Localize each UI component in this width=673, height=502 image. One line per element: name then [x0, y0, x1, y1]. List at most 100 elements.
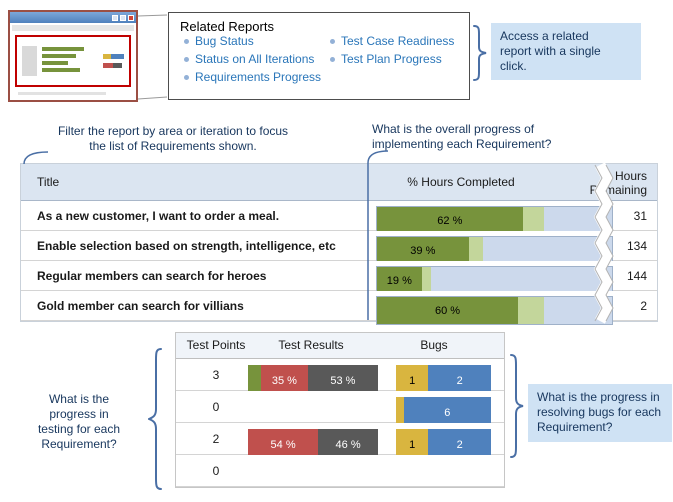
- requirements-table: Title % Hours Completed Hours Remaining …: [20, 163, 658, 325]
- bar-segment-lightgreen: [518, 297, 544, 324]
- test-points-value: 0: [212, 464, 220, 478]
- hours-completed-bar: 60 %: [376, 296, 613, 325]
- requirement-row: As a new customer, I want to order a mea…: [21, 201, 657, 235]
- hours-remaining-value: 2: [640, 299, 647, 313]
- thumbnail-highlight-rectangle: [15, 35, 131, 87]
- requirement-row: Gold member can search for villians 60 %…: [21, 291, 657, 325]
- callout-testing-progress: What is the progress in testing for each…: [8, 392, 150, 452]
- bar-segment-gray: 53 %: [307, 365, 378, 396]
- callout-line: report with a single: [500, 44, 601, 58]
- bar-segment-green: 60 %: [377, 297, 518, 324]
- bar-segment-green: 39 %: [377, 237, 469, 264]
- bar-segment-red: 54 %: [248, 429, 319, 460]
- callout-line: What is the: [48, 392, 110, 406]
- requirement-row: Enable selection based on strength, inte…: [21, 231, 657, 265]
- callout-bugs-progress: What is the progress in resolving bugs f…: [528, 384, 672, 442]
- hours-completed-bar: 39 %: [376, 236, 613, 265]
- hours-remaining-value: 144: [626, 269, 647, 283]
- callout-overall-progress: What is the overall progress of implemen…: [372, 122, 612, 152]
- link-requirements-progress[interactable]: Requirements Progress: [184, 70, 321, 84]
- callout-line: Filter the report by area or iteration t…: [57, 124, 289, 138]
- hours-remaining-value: 31: [633, 209, 647, 223]
- requirements-table-header: Title % Hours Completed Hours Remaining: [21, 164, 657, 201]
- minimize-icon: [112, 14, 118, 21]
- thumbnail-grid-block: [22, 46, 37, 76]
- related-reports-title: Related Reports: [180, 19, 274, 34]
- bar-segment-gray: 46 %: [318, 429, 378, 460]
- test-results-bar: 35 % 53 %: [248, 365, 378, 396]
- callout-line: implementing each Requirement?: [372, 137, 552, 151]
- callout-line: What is the overall progress of: [372, 122, 535, 136]
- callout-access-related-report: Access a related report with a single cl…: [491, 23, 641, 80]
- test-points-value: 3: [212, 368, 220, 382]
- column-header-test-results: Test Results: [278, 338, 344, 352]
- thumbnail-titlebar: [10, 12, 136, 23]
- bar-segment-lightgreen: [468, 237, 483, 264]
- callout-filter-report: Filter the report by area or iteration t…: [18, 124, 328, 154]
- requirement-row: Regular members can search for heroes 19…: [21, 261, 657, 295]
- thumbnail-text-line: [18, 92, 106, 95]
- brace-connector: [510, 354, 524, 458]
- bugs-bar: [396, 461, 491, 492]
- bar-segment-rest: [431, 267, 612, 294]
- requirement-title: Enable selection based on strength, inte…: [37, 239, 336, 253]
- bullet-icon: [184, 38, 189, 44]
- column-header-hours-completed: % Hours Completed: [407, 175, 515, 189]
- test-row: 0: [176, 455, 504, 487]
- close-icon: [128, 14, 134, 21]
- bar-segment-lightgreen: [421, 267, 432, 294]
- requirement-title: Regular members can search for heroes: [37, 269, 267, 283]
- test-table-header: Test Points Test Results Bugs: [176, 333, 504, 359]
- bullet-icon: [184, 56, 189, 62]
- test-results-table: Test Points Test Results Bugs 3 35 % 53 %…: [175, 332, 505, 488]
- bullet-icon: [184, 74, 189, 80]
- bar-segment-green: 62 %: [377, 207, 523, 234]
- callout-line: resolving bugs for each: [537, 405, 662, 419]
- bugs-bar: 6: [396, 397, 491, 428]
- report-thumbnail-window: [8, 10, 138, 102]
- bullet-icon: [330, 56, 335, 62]
- callout-line: progress in: [49, 407, 109, 421]
- bar-segment-rest: [482, 237, 612, 264]
- test-points-value: 2: [212, 432, 220, 446]
- thumbnail-toolbar: [12, 25, 134, 31]
- related-reports-panel: [168, 12, 470, 100]
- column-header-hours-remaining: Hours Remaining: [589, 169, 647, 197]
- requirement-title: As a new customer, I want to order a mea…: [37, 209, 280, 223]
- link-test-plan-progress[interactable]: Test Plan Progress: [330, 52, 442, 66]
- link-test-case-readiness[interactable]: Test Case Readiness: [330, 34, 454, 48]
- bar-segment-green: 19 %: [377, 267, 422, 294]
- bar-segment-blue: 2: [428, 429, 491, 460]
- bar-segment-green: [248, 365, 261, 396]
- callout-line: Requirement?: [41, 437, 117, 451]
- hours-remaining-value: 134: [626, 239, 647, 253]
- requirement-title: Gold member can search for villians: [37, 299, 244, 313]
- link-bug-status[interactable]: Bug Status: [184, 34, 254, 48]
- link-status-on-all-iterations[interactable]: Status on All Iterations: [184, 52, 314, 66]
- leader-line: [137, 96, 168, 100]
- thumbnail-mini-bars: [103, 54, 124, 68]
- column-header-test-points: Test Points: [186, 338, 246, 352]
- bar-segment-blue: 2: [428, 365, 491, 396]
- bar-segment-yellow: 1: [396, 429, 429, 460]
- bullet-icon: [330, 38, 335, 44]
- test-results-bar: 54 % 46 %: [248, 429, 378, 460]
- column-header-title: Title: [37, 175, 60, 189]
- callout-line: Access a related: [500, 29, 589, 43]
- test-results-bar: [248, 461, 378, 492]
- callout-line: testing for each: [37, 422, 121, 436]
- bar-segment-yellow: [396, 397, 404, 428]
- callout-line: Requirement?: [537, 420, 613, 434]
- bar-segment-lightgreen: [522, 207, 544, 234]
- callout-line: What is the progress in: [537, 390, 660, 404]
- brace-connector: [148, 348, 162, 490]
- bar-segment-yellow: 1: [396, 365, 429, 396]
- bar-segment-red: 35 %: [261, 365, 308, 396]
- test-row: 0 6: [176, 391, 504, 428]
- bar-segment-blue: 6: [403, 397, 491, 428]
